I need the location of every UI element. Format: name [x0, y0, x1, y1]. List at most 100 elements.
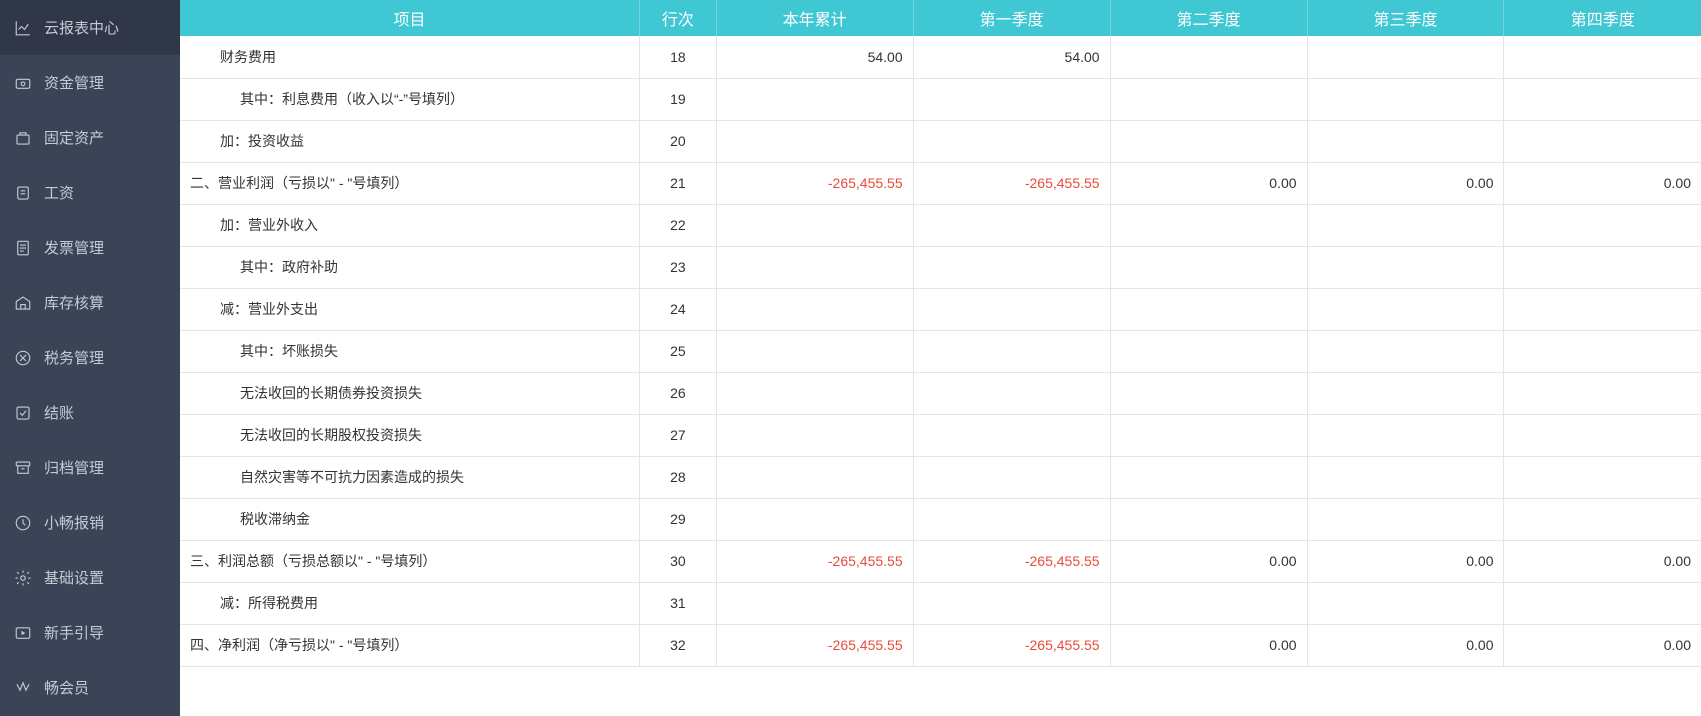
- cell-ytd[interactable]: [716, 456, 913, 498]
- cell-q4[interactable]: 0.00: [1504, 624, 1701, 666]
- cell-q4[interactable]: [1504, 456, 1701, 498]
- cell-q3[interactable]: [1307, 288, 1504, 330]
- cell-q4[interactable]: [1504, 78, 1701, 120]
- sidebar-item-6[interactable]: 税务管理: [0, 330, 180, 385]
- cell-q2[interactable]: [1110, 288, 1307, 330]
- item-label: 税收滞纳金: [190, 511, 310, 527]
- cell-q4[interactable]: [1504, 582, 1701, 624]
- cell-q2[interactable]: [1110, 120, 1307, 162]
- cell-q4[interactable]: [1504, 372, 1701, 414]
- cell-q1[interactable]: [913, 78, 1110, 120]
- cell-q3[interactable]: 0.00: [1307, 162, 1504, 204]
- item-label: 减：营业外支出: [190, 301, 318, 317]
- cell-ytd[interactable]: [716, 372, 913, 414]
- cell-q1[interactable]: [913, 456, 1110, 498]
- sidebar-item-0[interactable]: 云报表中心: [0, 0, 180, 55]
- cell-q2[interactable]: [1110, 498, 1307, 540]
- cell-q2[interactable]: [1110, 582, 1307, 624]
- cell-line: 32: [640, 624, 717, 666]
- cell-q1[interactable]: [913, 372, 1110, 414]
- cell-q1[interactable]: -265,455.55: [913, 540, 1110, 582]
- sidebar-item-10[interactable]: 基础设置: [0, 550, 180, 605]
- cell-q2[interactable]: 0.00: [1110, 162, 1307, 204]
- cell-q3[interactable]: [1307, 498, 1504, 540]
- cell-q4[interactable]: [1504, 120, 1701, 162]
- sidebar-item-11[interactable]: 新手引导: [0, 605, 180, 660]
- cell-q4[interactable]: [1504, 498, 1701, 540]
- cell-q4[interactable]: [1504, 330, 1701, 372]
- cell-q1[interactable]: 54.00: [913, 36, 1110, 78]
- cell-q1[interactable]: -265,455.55: [913, 624, 1110, 666]
- cell-q1[interactable]: [913, 498, 1110, 540]
- cell-q1[interactable]: [913, 246, 1110, 288]
- cell-q2[interactable]: [1110, 78, 1307, 120]
- cell-item: 财务费用: [180, 36, 640, 78]
- sidebar-item-5[interactable]: 库存核算: [0, 275, 180, 330]
- cell-q1[interactable]: [913, 204, 1110, 246]
- sidebar-item-7[interactable]: 结账: [0, 385, 180, 440]
- cell-q3[interactable]: [1307, 36, 1504, 78]
- sidebar-item-12[interactable]: 畅会员: [0, 660, 180, 715]
- cell-ytd[interactable]: -265,455.55: [716, 540, 913, 582]
- cell-q4[interactable]: 0.00: [1504, 540, 1701, 582]
- cell-q3[interactable]: 0.00: [1307, 540, 1504, 582]
- cell-q3[interactable]: [1307, 120, 1504, 162]
- cell-ytd[interactable]: [716, 246, 913, 288]
- cell-ytd[interactable]: [716, 78, 913, 120]
- sidebar-item-1[interactable]: 资金管理: [0, 55, 180, 110]
- cell-q2[interactable]: [1110, 246, 1307, 288]
- cell-q2[interactable]: 0.00: [1110, 624, 1307, 666]
- cell-q3[interactable]: [1307, 204, 1504, 246]
- sidebar-item-9[interactable]: 小畅报销: [0, 495, 180, 550]
- cell-q3[interactable]: [1307, 372, 1504, 414]
- cell-ytd[interactable]: [716, 582, 913, 624]
- cell-ytd[interactable]: [716, 204, 913, 246]
- cell-ytd[interactable]: -265,455.55: [716, 162, 913, 204]
- cell-q4[interactable]: 0.00: [1504, 162, 1701, 204]
- cell-q1[interactable]: [913, 120, 1110, 162]
- cell-q1[interactable]: [913, 582, 1110, 624]
- cell-q3[interactable]: [1307, 330, 1504, 372]
- sidebar-item-3[interactable]: 工资: [0, 165, 180, 220]
- cell-q4[interactable]: [1504, 246, 1701, 288]
- cell-q2[interactable]: 0.00: [1110, 540, 1307, 582]
- cell-q1[interactable]: [913, 330, 1110, 372]
- cell-q4[interactable]: [1504, 414, 1701, 456]
- cell-q3[interactable]: [1307, 456, 1504, 498]
- report-table: 项目行次本年累计第一季度第二季度第三季度第四季度 财务费用1854.0054.0…: [180, 0, 1701, 667]
- cell-q2[interactable]: [1110, 204, 1307, 246]
- cell-q2[interactable]: [1110, 414, 1307, 456]
- cell-q3[interactable]: [1307, 78, 1504, 120]
- cell-q1[interactable]: [913, 288, 1110, 330]
- report-icon: [14, 514, 32, 532]
- cell-q2[interactable]: [1110, 330, 1307, 372]
- cell-ytd[interactable]: [716, 330, 913, 372]
- cell-q3[interactable]: [1307, 582, 1504, 624]
- cell-q4[interactable]: [1504, 36, 1701, 78]
- cell-q3[interactable]: [1307, 414, 1504, 456]
- cell-item: 三、利润总额（亏损总额以" - "号填列）: [180, 540, 640, 582]
- cell-q4[interactable]: [1504, 204, 1701, 246]
- cell-q1[interactable]: [913, 414, 1110, 456]
- cell-ytd[interactable]: -265,455.55: [716, 624, 913, 666]
- cell-ytd[interactable]: [716, 498, 913, 540]
- close-icon: [14, 404, 32, 422]
- cell-item: 加：投资收益: [180, 120, 640, 162]
- cell-q1[interactable]: -265,455.55: [913, 162, 1110, 204]
- cell-q2[interactable]: [1110, 36, 1307, 78]
- item-label: 财务费用: [190, 49, 276, 65]
- sidebar-item-4[interactable]: 发票管理: [0, 220, 180, 275]
- cell-ytd[interactable]: [716, 288, 913, 330]
- cell-ytd[interactable]: [716, 414, 913, 456]
- cell-item: 无法收回的长期股权投资损失: [180, 414, 640, 456]
- sidebar-item-8[interactable]: 归档管理: [0, 440, 180, 495]
- cell-q2[interactable]: [1110, 456, 1307, 498]
- cell-q4[interactable]: [1504, 288, 1701, 330]
- cell-line: 20: [640, 120, 717, 162]
- cell-ytd[interactable]: 54.00: [716, 36, 913, 78]
- cell-q3[interactable]: [1307, 246, 1504, 288]
- cell-ytd[interactable]: [716, 120, 913, 162]
- cell-q2[interactable]: [1110, 372, 1307, 414]
- cell-q3[interactable]: 0.00: [1307, 624, 1504, 666]
- sidebar-item-2[interactable]: 固定资产: [0, 110, 180, 165]
